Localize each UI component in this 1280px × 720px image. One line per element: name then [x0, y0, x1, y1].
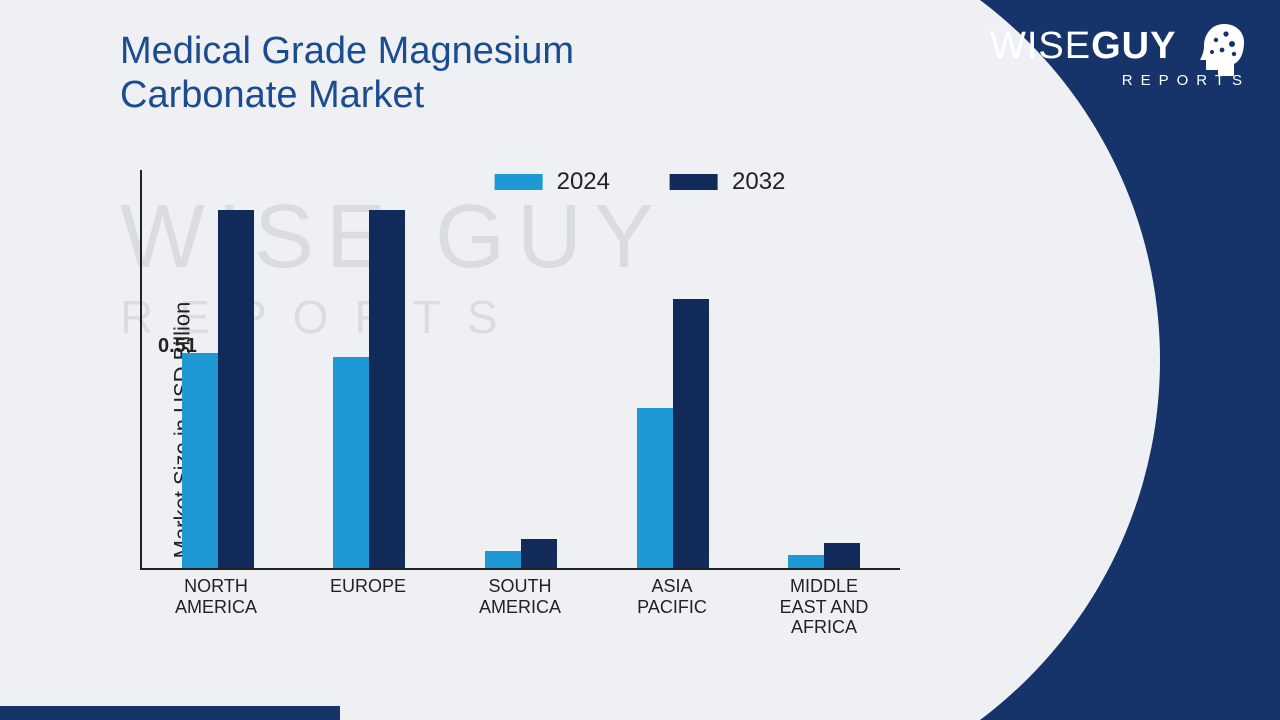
x-axis-label: ASIA PACIFIC [617, 576, 727, 638]
bar-2024 [485, 551, 521, 568]
bar-2024 [788, 555, 824, 568]
x-axis-labels: NORTH AMERICA EUROPE SOUTH AMERICA ASIA PAC… [140, 576, 900, 638]
legend-swatch-2032 [670, 174, 718, 190]
chart-area: Market Size in USD Billion NORTH AMERICA… [60, 160, 920, 700]
bar-2032 [369, 210, 405, 568]
legend-label-2032: 2032 [732, 168, 785, 196]
bar-groups [142, 170, 900, 568]
x-axis-label: SOUTH AMERICA [465, 576, 575, 638]
bar-2024 [637, 408, 673, 568]
logo-text-wise: WISE [990, 25, 1091, 67]
bar-2032 [824, 543, 860, 568]
legend-swatch-2024 [495, 174, 543, 190]
bar-2032 [521, 539, 557, 568]
x-axis-label: EUROPE [313, 576, 423, 638]
logo: WISEGUY REPORTS [990, 20, 1250, 89]
bar-group [637, 299, 709, 568]
bar-2024 [333, 357, 369, 568]
x-axis-label: NORTH AMERICA [161, 576, 271, 638]
bar-value-label: 0.51 [158, 335, 197, 358]
bar-group [485, 539, 557, 568]
legend-item-2032: 2032 [670, 168, 785, 196]
bar-2032 [218, 210, 254, 568]
chart-title: Medical Grade Magnesium Carbonate Market [120, 30, 760, 117]
bar-group [333, 210, 405, 568]
bar-group [788, 543, 860, 568]
x-axis-label: MIDDLE EAST AND AFRICA [769, 576, 879, 638]
bottom-accent-bar [0, 706, 340, 720]
legend-item-2024: 2024 [495, 168, 610, 196]
plot-area [140, 170, 900, 570]
legend-label-2024: 2024 [557, 168, 610, 196]
legend: 2024 2032 [495, 168, 786, 196]
bar-group [182, 210, 254, 568]
canvas: WISEGUY REPORTS Medical Grade Magnesium … [0, 0, 1280, 720]
logo-text-guy: GUY [1091, 25, 1176, 67]
bar-2032 [673, 299, 709, 568]
head-icon [1194, 20, 1250, 76]
bar-2024 [182, 353, 218, 568]
